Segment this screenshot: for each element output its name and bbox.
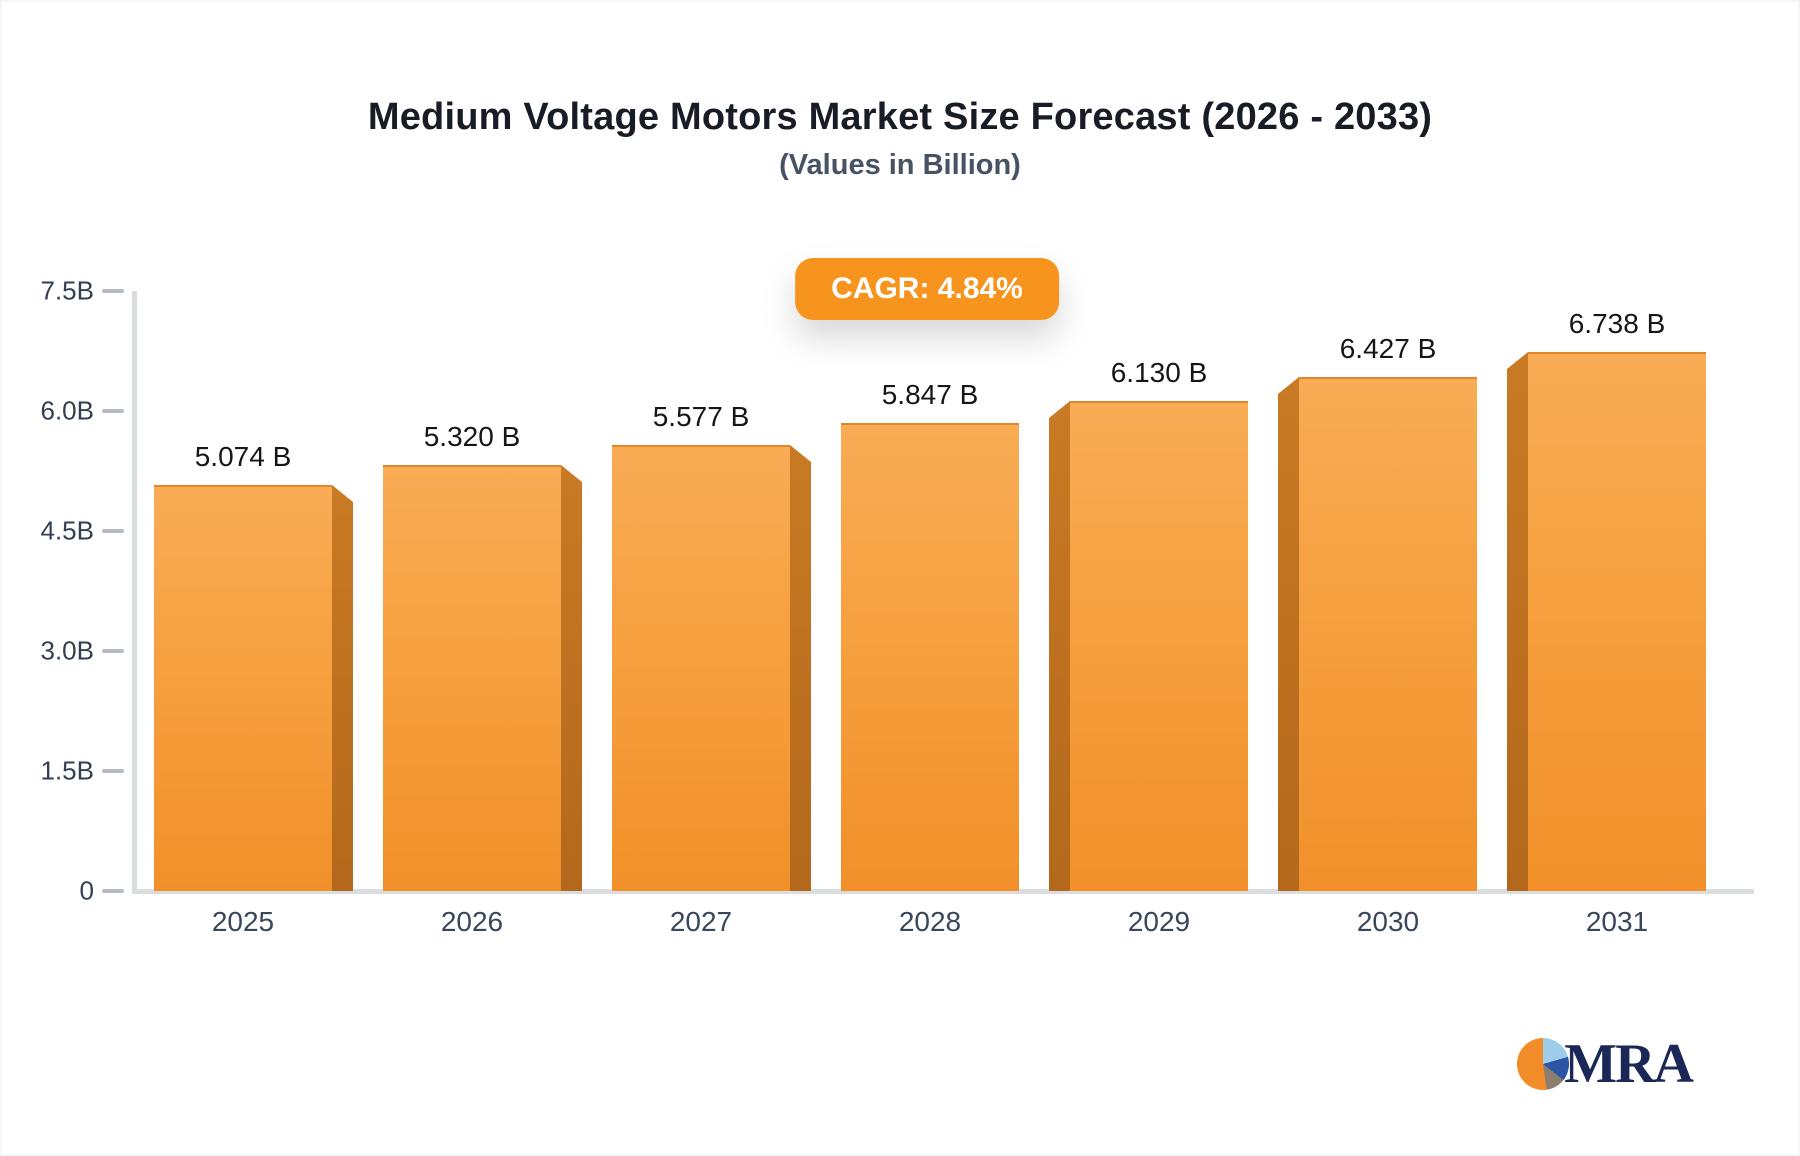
y-tick-mark <box>102 409 124 413</box>
brand-logo-text: MRA <box>1564 1033 1694 1095</box>
y-tick-label: 1.5B <box>40 755 95 786</box>
y-tick-mark <box>102 649 124 653</box>
bar-3d-side <box>790 445 811 891</box>
y-tick-mark <box>102 289 124 293</box>
y-tick-mark <box>102 769 124 773</box>
bar-value-label: 5.577 B <box>652 401 750 432</box>
cagr-badge: CAGR: 4.84% <box>795 258 1059 320</box>
y-tick-label: 7.5B <box>40 275 95 306</box>
bar-value-label: 6.130 B <box>1110 357 1208 388</box>
bar-3d-side <box>1507 352 1528 891</box>
x-axis-label-2029: 2029 <box>1127 906 1191 937</box>
x-axis-label-2025: 2025 <box>211 906 275 937</box>
bar-value-label: 5.320 B <box>423 421 521 452</box>
bar-value-label: 5.847 B <box>881 379 979 410</box>
bar-3d-side <box>1049 401 1070 891</box>
bar-2031 <box>1528 352 1706 891</box>
x-axis-baseline <box>132 889 1754 894</box>
bar-3d-side <box>1278 377 1299 891</box>
x-axis-label-2028: 2028 <box>898 906 962 937</box>
bar-2029 <box>1070 401 1248 891</box>
y-tick-mark <box>102 889 124 893</box>
bar-value-label: 6.427 B <box>1339 333 1437 364</box>
y-tick-label: 4.5B <box>40 515 95 546</box>
bar-value-label: 5.074 B <box>194 441 292 472</box>
bar-3d-side <box>332 485 353 891</box>
y-tick-label: 0 <box>79 875 94 906</box>
y-tick-label: 3.0B <box>40 635 95 666</box>
bar-2030 <box>1299 377 1477 891</box>
chart-title: Medium Voltage Motors Market Size Foreca… <box>367 96 1433 138</box>
bar-3d-side <box>561 465 582 891</box>
x-axis-label-2026: 2026 <box>440 906 504 937</box>
chart-subtitle: (Values in Billion) <box>779 149 1021 181</box>
bar-2026 <box>383 465 561 891</box>
bar-2027 <box>612 445 790 891</box>
y-tick-label: 6.0B <box>40 395 95 426</box>
brand-logo: MRA <box>1517 1033 1694 1095</box>
bar-2028 <box>841 423 1019 891</box>
x-axis-label-2031: 2031 <box>1585 906 1649 937</box>
x-axis-label-2027: 2027 <box>669 906 733 937</box>
pie-chart-logo-icon <box>1517 1038 1570 1090</box>
y-axis-line <box>132 291 137 894</box>
y-tick-mark <box>102 529 124 533</box>
x-axis-label-2030: 2030 <box>1356 906 1420 937</box>
bar-2025 <box>154 485 332 891</box>
bar-value-label: 6.738 B <box>1568 308 1666 339</box>
